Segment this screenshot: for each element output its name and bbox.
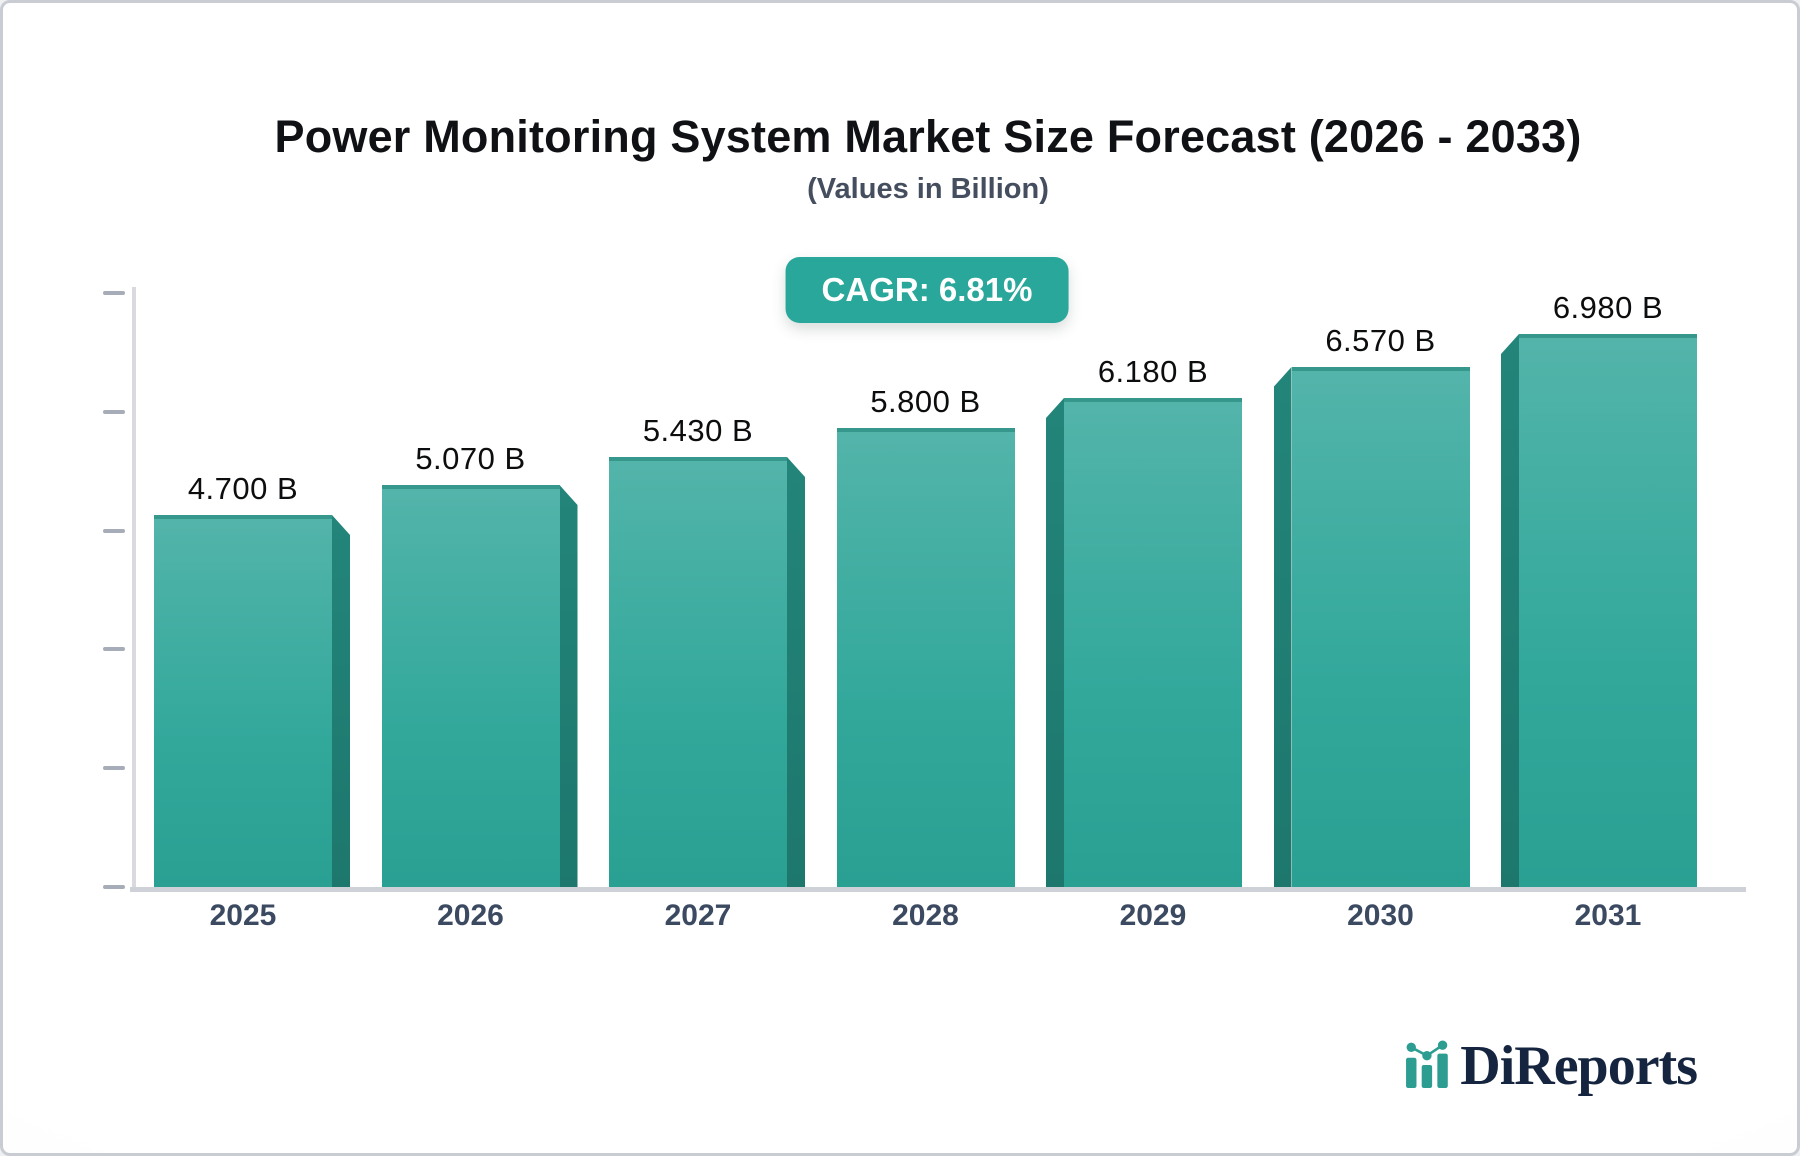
- x-axis-label-2028: 2028: [892, 899, 959, 932]
- logo-text: DiReports: [1460, 1035, 1698, 1097]
- bar-face: [381, 485, 560, 887]
- bar-3d-side: [1273, 367, 1292, 887]
- direports-logo: DiReports: [1406, 1035, 1698, 1097]
- x-axis-label-2027: 2027: [664, 899, 732, 932]
- bar-value-label: 5.800 B: [870, 384, 981, 419]
- chart-title: Power Monitoring System Market Size Fore…: [274, 111, 1582, 162]
- bar-2027: 5.430 B: [609, 413, 805, 887]
- cagr-badge: CAGR: 6.81%: [785, 257, 1069, 323]
- bar-3d-side: [1501, 334, 1519, 887]
- bar-face: [1519, 334, 1697, 887]
- x-axis-line: [130, 887, 1746, 892]
- bar-face: [1291, 367, 1470, 887]
- bar-value-label: 6.570 B: [1325, 323, 1436, 358]
- x-axis-label-2030: 2030: [1347, 899, 1414, 932]
- bar-3d-side: [332, 515, 350, 887]
- bar-2029: 6.180 B: [1046, 354, 1242, 887]
- y-axis-tick-mark: [103, 766, 125, 771]
- bar-3d-side: [559, 485, 578, 887]
- bar-value-label: 5.430 B: [642, 413, 754, 448]
- bar-face: [836, 428, 1015, 887]
- bar-face: [154, 515, 332, 887]
- x-axis-label-2029: 2029: [1119, 899, 1187, 932]
- mini-bar-line-chart-icon: [1406, 1040, 1449, 1088]
- bar-value-label: 6.180 B: [1097, 354, 1209, 389]
- bar-value-label: 5.070 B: [415, 441, 526, 476]
- y-axis-line: [132, 287, 136, 889]
- bar-value-label: 6.980 B: [1552, 290, 1664, 325]
- bar-2025: 4.700 B: [154, 471, 350, 887]
- y-axis-tick-mark: [103, 885, 125, 889]
- bar-value-label: 4.700 B: [187, 471, 299, 506]
- bar-2031: 6.980 B: [1501, 290, 1697, 887]
- chart-subtitle: (Values in Billion): [807, 173, 1049, 205]
- x-axis-label-2025: 2025: [209, 899, 277, 932]
- y-axis-tick-mark: [103, 409, 125, 414]
- y-axis-tick-mark: [103, 647, 125, 652]
- bar-3d-side: [787, 457, 805, 887]
- bar-2026: 5.070 B: [381, 441, 578, 887]
- x-axis-label-2026: 2026: [437, 899, 504, 932]
- bar-2030: 6.570 B: [1273, 323, 1470, 887]
- y-axis-tick-mark: [103, 291, 125, 295]
- bar-face: [1064, 398, 1242, 887]
- x-axis-label-2031: 2031: [1574, 899, 1642, 932]
- y-axis-tick-mark: [103, 528, 125, 533]
- bar-2028: 5.800 B: [836, 384, 1015, 887]
- bar-3d-side: [1046, 398, 1064, 887]
- bar-face: [609, 457, 787, 887]
